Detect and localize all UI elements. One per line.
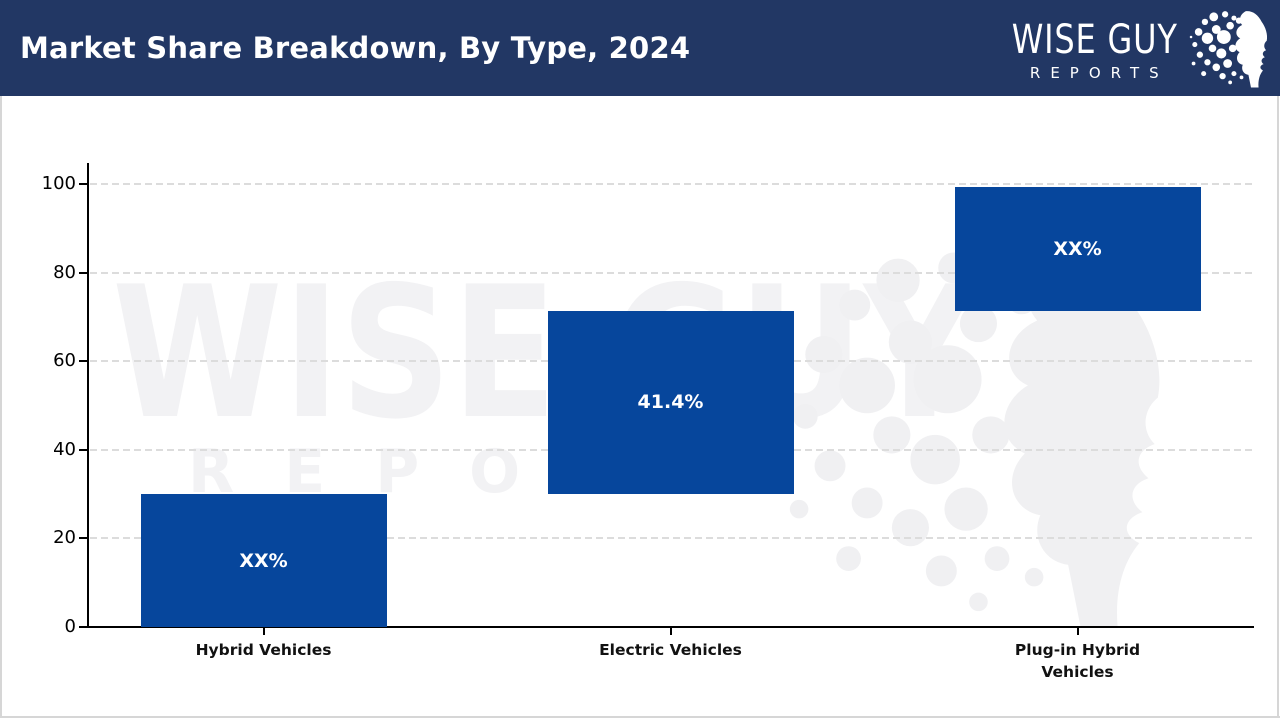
wise-guy-reports-logo: WISE GUY REPORTS [991, 6, 1270, 92]
x-tick-mark [1076, 628, 1079, 635]
image-bottom-border [0, 716, 1280, 718]
x-category-label: Plug-in Hybrid Vehicles [1014, 641, 1141, 681]
page-title: Market Share Breakdown, By Type, 2024 [20, 31, 691, 65]
image-left-border [0, 96, 2, 718]
y-tick-label: 100 [41, 173, 76, 194]
y-tick-mark [79, 271, 87, 274]
gridline-y20 [90, 537, 1254, 540]
bar-segment: XX% [954, 186, 1201, 311]
y-tick-label: 60 [53, 350, 76, 372]
header-banner: Market Share Breakdown, By Type, 2024 WI… [0, 0, 1280, 96]
x-category-label: Hybrid Vehicles [195, 641, 332, 659]
y-tick-label: 40 [53, 438, 76, 460]
x-tick-mark [669, 628, 672, 635]
bar-segment: 41.4% [547, 310, 794, 495]
x-category-label: Electric Vehicles [599, 641, 742, 659]
y-tick-mark [79, 448, 87, 451]
y-tick-label: 80 [53, 261, 76, 283]
y-tick-mark [79, 626, 87, 628]
bar-value-label: 41.4% [637, 391, 704, 414]
bar-segment: XX% [140, 494, 387, 627]
y-tick-mark [79, 183, 87, 185]
gridline-y80 [90, 271, 1254, 274]
y-axis-line [87, 163, 89, 628]
y-tick-label: 0 [64, 616, 76, 637]
y-tick-label: 20 [53, 527, 76, 549]
bar-value-label: XX% [239, 549, 288, 572]
y-tick-mark [79, 537, 87, 540]
gridline-y100 [90, 183, 1254, 185]
x-axis-line [87, 626, 1254, 628]
logo-text: WISE GUY REPORTS [991, 17, 1198, 82]
image-right-border [1277, 96, 1279, 718]
y-tick-mark [79, 360, 87, 363]
logo-wordmark: WISE GUY [1011, 16, 1178, 63]
bar-value-label: XX% [1053, 237, 1102, 260]
logo-subtext: REPORTS [1029, 63, 1169, 82]
x-tick-mark [262, 628, 265, 635]
